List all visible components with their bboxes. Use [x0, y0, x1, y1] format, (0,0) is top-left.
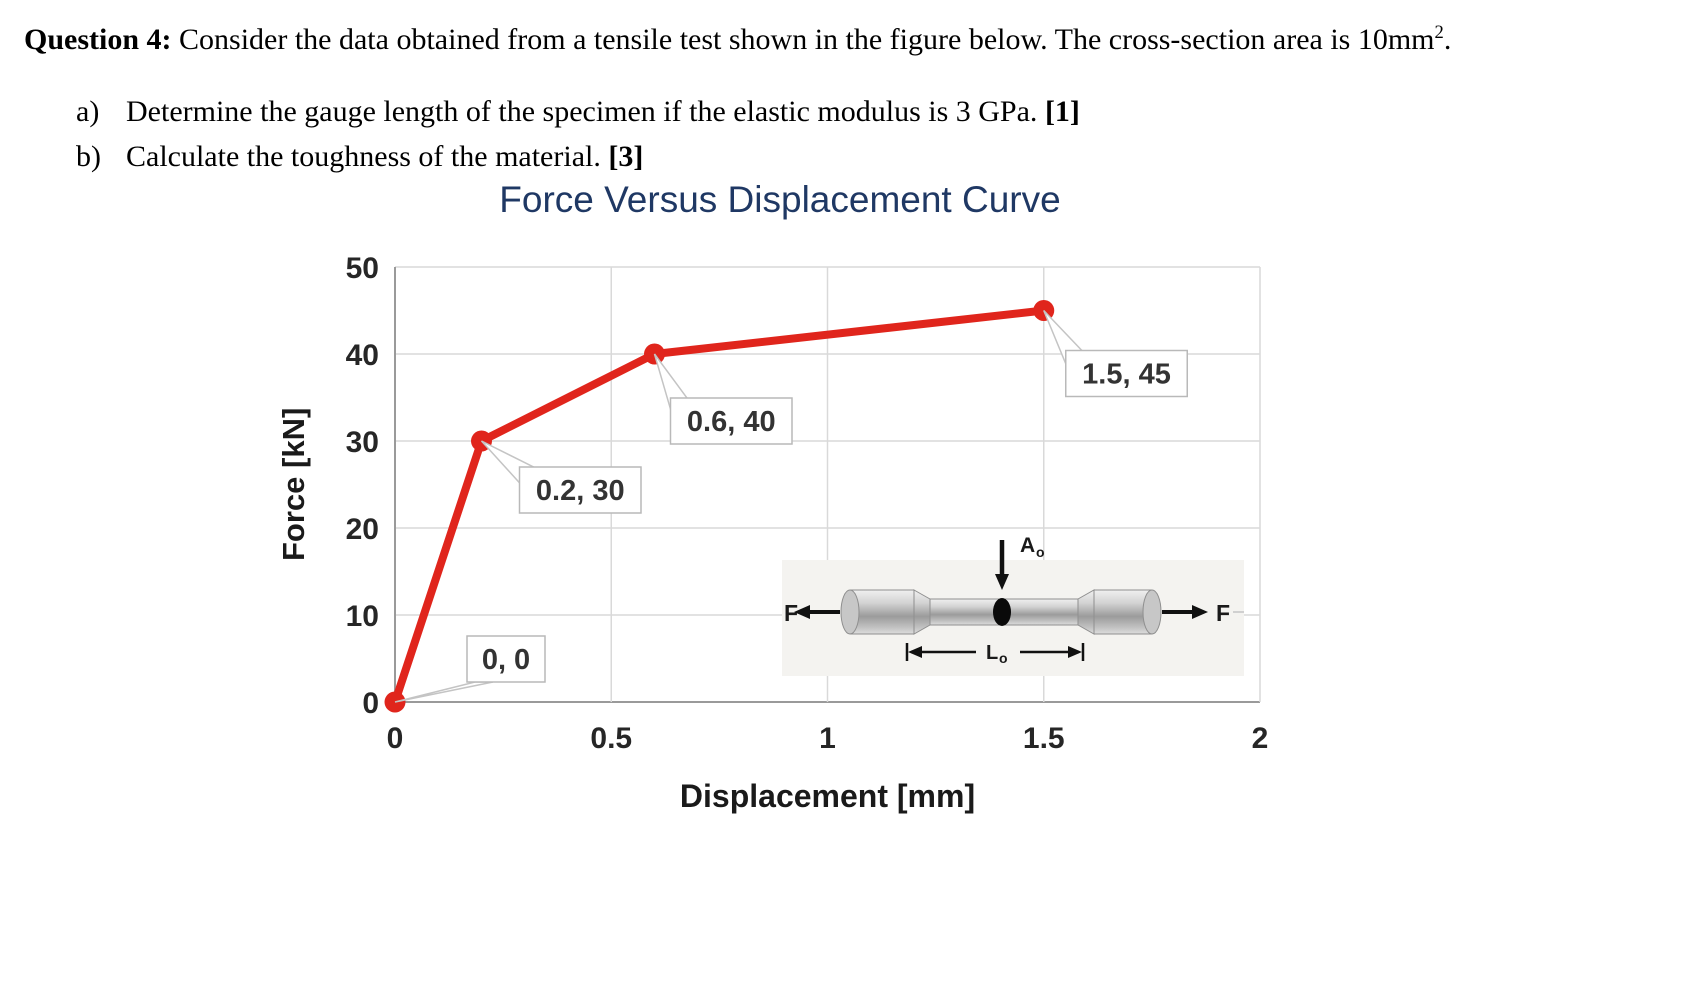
force-arrow-left-head-icon [794, 605, 810, 619]
data-label-text: 0.2, 30 [536, 475, 625, 507]
superscript: 2 [1434, 22, 1444, 43]
y-tick-label: 40 [346, 339, 379, 372]
specimen-right-end [1142, 589, 1162, 635]
item-marker: b) [76, 140, 101, 173]
specimen-left-end [840, 589, 860, 635]
data-label-text: 1.5, 45 [1082, 359, 1171, 391]
x-tick-label: 2 [1252, 722, 1269, 755]
gauge-length-sub: o [999, 650, 1008, 666]
list-item-b: b) Calculate the toughness of the materi… [76, 134, 1668, 179]
area-label: A [1020, 534, 1035, 557]
y-tick-label: 50 [346, 252, 379, 285]
gauge-length-label: L [986, 642, 998, 664]
data-label-box [518, 466, 642, 514]
item-text: Determine the gauge length of the specim… [126, 95, 1080, 128]
data-label-leader [394, 681, 494, 703]
y-tick-label: 30 [346, 426, 379, 459]
x-axis-title: Displacement [mm] [679, 778, 976, 814]
force-displacement-chart: Force Versus Displacement Curve 0 10 20 30 4… [24, 179, 1668, 815]
y-tick-label: 20 [346, 513, 379, 546]
dimension-arrow-left-icon [908, 646, 922, 658]
chart-title: Force Versus Displacement Curve [499, 179, 1061, 220]
data-label-box [466, 635, 546, 683]
x-tick-label: 0.5 [590, 722, 632, 755]
item-text: Calculate the toughness of the material.… [126, 140, 644, 173]
question-body-end: . [1443, 23, 1452, 56]
item-marker: a) [76, 95, 100, 128]
question-items: a) Determine the gauge length of the spe… [76, 89, 1668, 179]
y-tick-label: 0 [362, 687, 379, 720]
y-axis-title: Force [kN] [276, 407, 311, 562]
specimen-left-grip [849, 589, 915, 635]
force-label-right: F [1216, 600, 1230, 626]
question-text: Question 4: Consider the data obtained f… [24, 10, 1624, 63]
chart-plot: 0 10 20 30 40 50 0 0.5 1 1.5 2 0, 0 0.2, 30 0.6, 40 1.… [346, 252, 1269, 755]
specimen-inset: F A o F [782, 534, 1244, 676]
data-label-text: 0.6, 40 [687, 406, 776, 438]
dimension-arrow-right-icon [1068, 646, 1082, 658]
data-label-box [1065, 349, 1188, 398]
force-label-left: F [784, 600, 798, 626]
x-tick-label: 1 [819, 722, 836, 755]
item-points: [3] [608, 140, 644, 173]
question-body: Consider the data obtained from a tensil… [171, 23, 1435, 56]
data-label-text: 0, 0 [482, 644, 530, 676]
data-label-box [669, 397, 793, 445]
x-tick-label: 1.5 [1023, 722, 1065, 755]
area-arrow-head-icon [995, 574, 1009, 590]
cross-section-ellipse [993, 598, 1011, 626]
chart-area: 0 10 20 30 40 50 0 0.5 1 1.5 2 0, 0 0.2, 30 0.6, 40 1.… [270, 229, 1290, 774]
question-number: Question 4: [24, 23, 172, 56]
item-points: [1] [1044, 95, 1080, 128]
y-tick-label: 10 [346, 600, 379, 633]
force-arrow-right-head-icon [1192, 605, 1208, 619]
x-tick-label: 0 [387, 722, 404, 755]
area-label-sub: o [1036, 544, 1045, 560]
data-line [391, 306, 1048, 706]
list-item-a: a) Determine the gauge length of the spe… [76, 89, 1668, 134]
